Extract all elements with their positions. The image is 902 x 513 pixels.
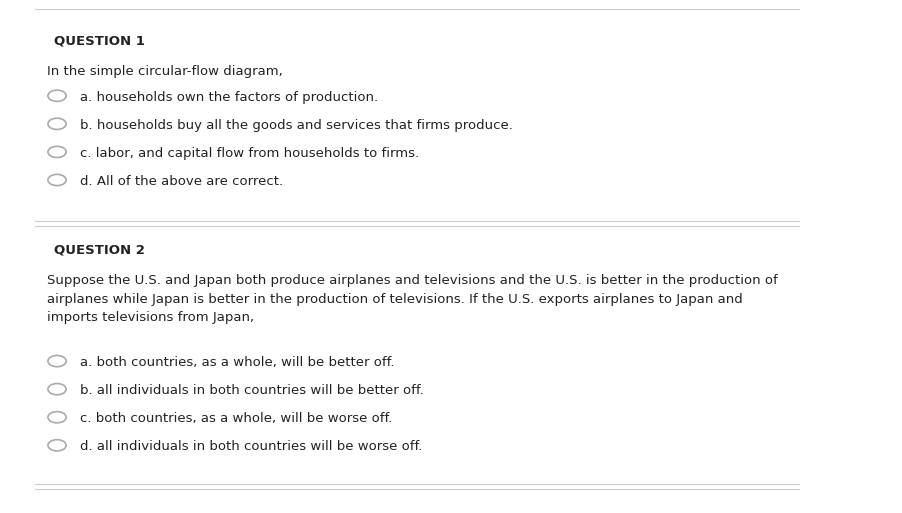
Text: b. households buy all the goods and services that firms produce.: b. households buy all the goods and serv…: [80, 119, 512, 132]
Text: a. households own the factors of production.: a. households own the factors of product…: [80, 91, 378, 104]
Text: In the simple circular-flow diagram,: In the simple circular-flow diagram,: [47, 65, 282, 78]
Text: c. both countries, as a whole, will be worse off.: c. both countries, as a whole, will be w…: [80, 412, 392, 425]
Text: Suppose the U.S. and Japan both produce airplanes and televisions and the U.S. i: Suppose the U.S. and Japan both produce …: [47, 274, 777, 324]
Text: a. both countries, as a whole, will be better off.: a. both countries, as a whole, will be b…: [80, 356, 394, 369]
Text: c. labor, and capital flow from households to firms.: c. labor, and capital flow from househol…: [80, 147, 419, 160]
Text: d. All of the above are correct.: d. All of the above are correct.: [80, 175, 283, 188]
Text: b. all individuals in both countries will be better off.: b. all individuals in both countries wil…: [80, 384, 424, 397]
Text: d. all individuals in both countries will be worse off.: d. all individuals in both countries wil…: [80, 440, 422, 453]
Text: QUESTION 1: QUESTION 1: [54, 34, 144, 48]
Text: QUESTION 2: QUESTION 2: [54, 244, 144, 256]
